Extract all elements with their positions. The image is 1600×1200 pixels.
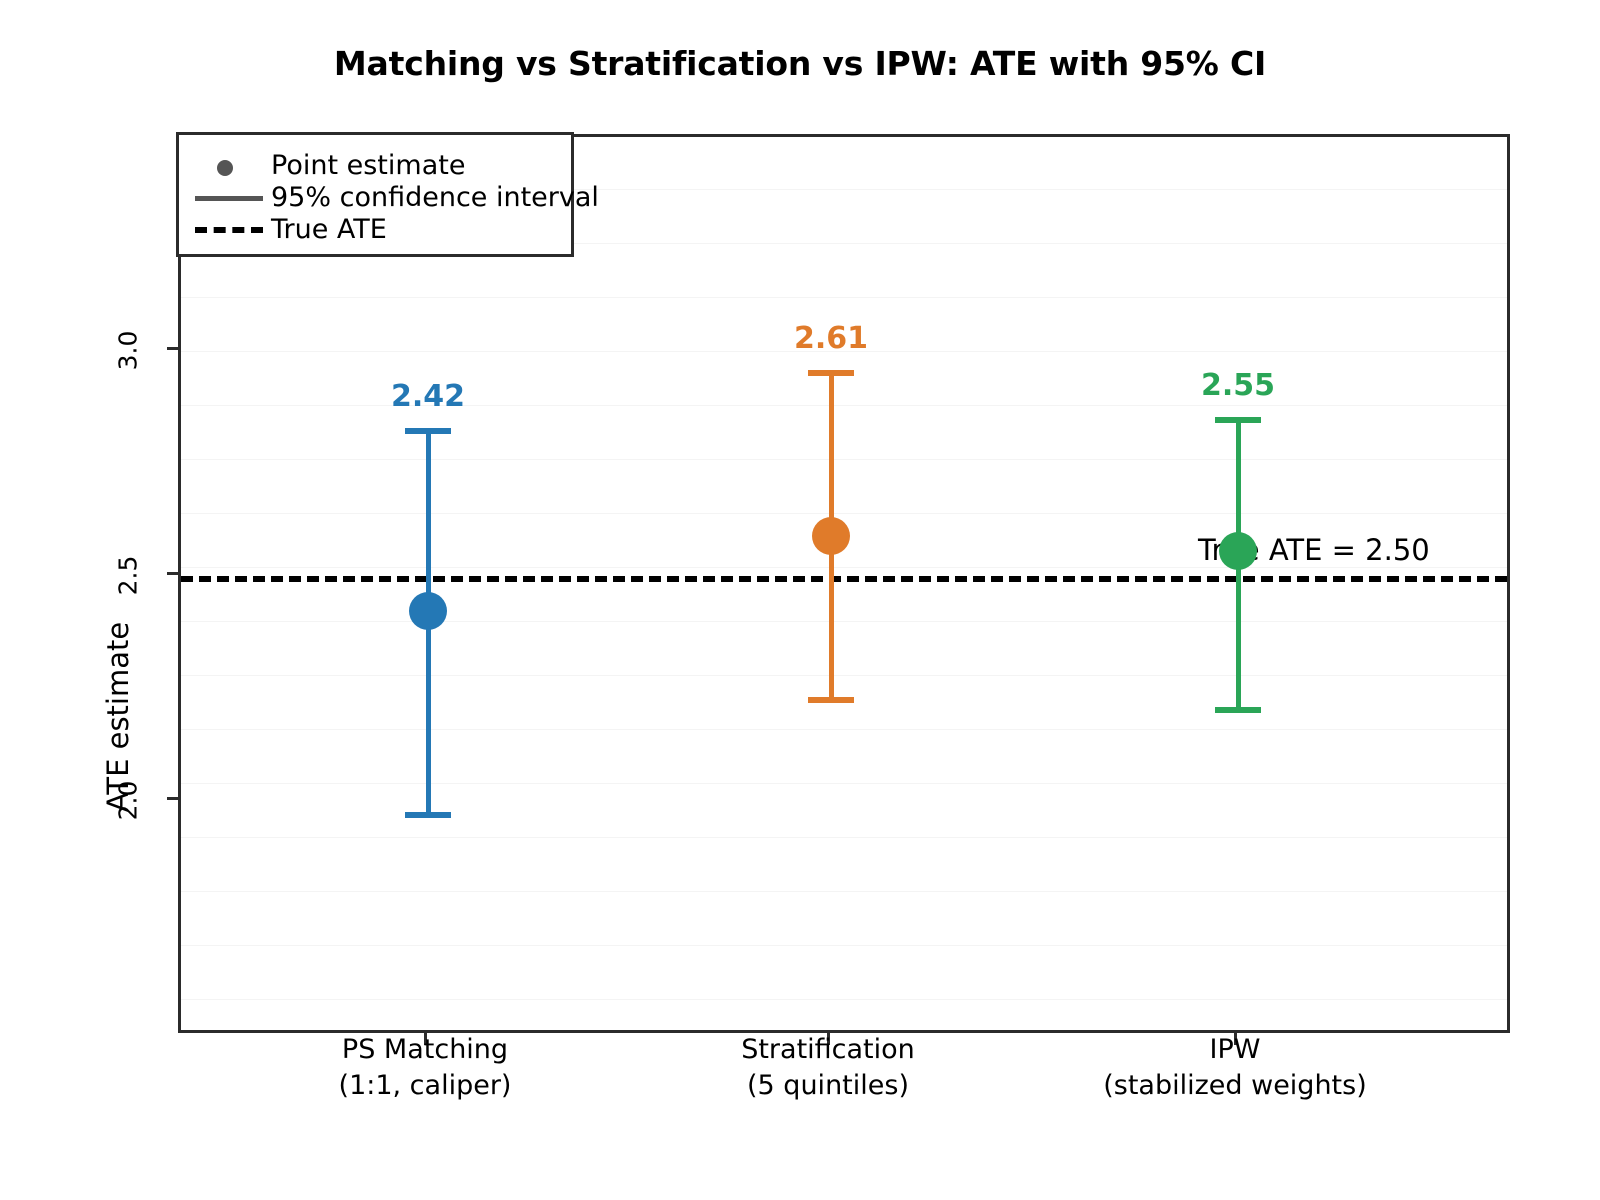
gridline [181,891,1507,892]
gridline [181,567,1507,568]
y-tick-label-3: 3.0 [113,330,143,371]
gridline [181,837,1507,838]
error-bar-cap-upper-ipw [1215,417,1261,423]
gridline [181,351,1507,352]
legend-dot-icon [191,150,263,181]
gridline [181,513,1507,514]
x-tick-label-line2: (stabilized weights) [1103,1070,1367,1101]
x-tick-label-line2: (1:1, caliper) [338,1070,512,1101]
x-tick-label-line2: (5 quintiles) [747,1070,909,1101]
legend-dashed-line-icon [191,214,263,245]
x-tick-mark-ipw [1234,1033,1237,1045]
gridline [181,405,1507,406]
true-ate-reference-line [181,576,1507,582]
value-label-ps-matching: 2.42 [390,379,466,414]
value-label-ipw: 2.55 [1200,368,1276,403]
plot-area: True ATE = 2.50 2.42 2.61 2.55 [178,134,1510,1033]
legend-label-true-ate: True ATE [271,214,387,245]
x-tick-label-stratification: Stratification (5 quintiles) [648,1032,1008,1104]
gridline [181,459,1507,460]
error-bar-cap-lower-stratification [808,697,854,703]
x-tick-label-line1: PS Matching [341,1034,509,1065]
y-tick-label-2: 2.5 [113,555,143,596]
x-tick-label-ipw: IPW (stabilized weights) [1055,1032,1415,1104]
y-tick-mark-1 [167,797,178,800]
gridline [181,297,1507,298]
legend-solid-line-icon [191,182,263,213]
gridline [181,675,1507,676]
y-tick-mark-2 [167,572,178,575]
x-tick-label-line1: IPW [1209,1034,1261,1065]
x-tick-label-ps-matching: PS Matching (1:1, caliper) [245,1032,605,1104]
error-bar-cap-lower-ipw [1215,707,1261,713]
point-estimate-stratification [812,517,850,555]
error-bar-cap-upper-stratification [808,370,854,376]
gridline [181,189,1507,190]
y-tick-label-1: 2.0 [113,780,143,821]
gridline [181,243,1507,244]
error-bar-cap-upper-ps-matching [405,428,451,434]
error-bar-cap-lower-ps-matching [405,812,451,818]
gridline [181,729,1507,730]
chart-title: Matching vs Stratification vs IPW: ATE w… [333,44,1267,83]
legend-entry-point-estimate: Point estimate [179,150,571,181]
x-tick-mark-ps-matching [424,1033,427,1045]
chart-legend: Point estimate 95% confidence interval T… [176,132,599,257]
x-tick-label-line1: Stratification [741,1034,915,1065]
legend-entry-confidence-interval: 95% confidence interval [179,182,599,213]
legend-label-point-estimate: Point estimate [271,150,466,181]
point-estimate-ipw [1219,532,1257,570]
x-tick-mark-stratification [827,1033,830,1045]
y-tick-mark-3 [167,347,178,350]
value-label-stratification: 2.61 [793,321,869,356]
gridline [181,999,1507,1000]
gridline [181,945,1507,946]
point-estimate-ps-matching [409,592,447,630]
gridline [181,621,1507,622]
gridline [181,783,1507,784]
legend-entry-true-ate: True ATE [179,214,571,245]
legend-label-confidence-interval: 95% confidence interval [271,182,599,213]
